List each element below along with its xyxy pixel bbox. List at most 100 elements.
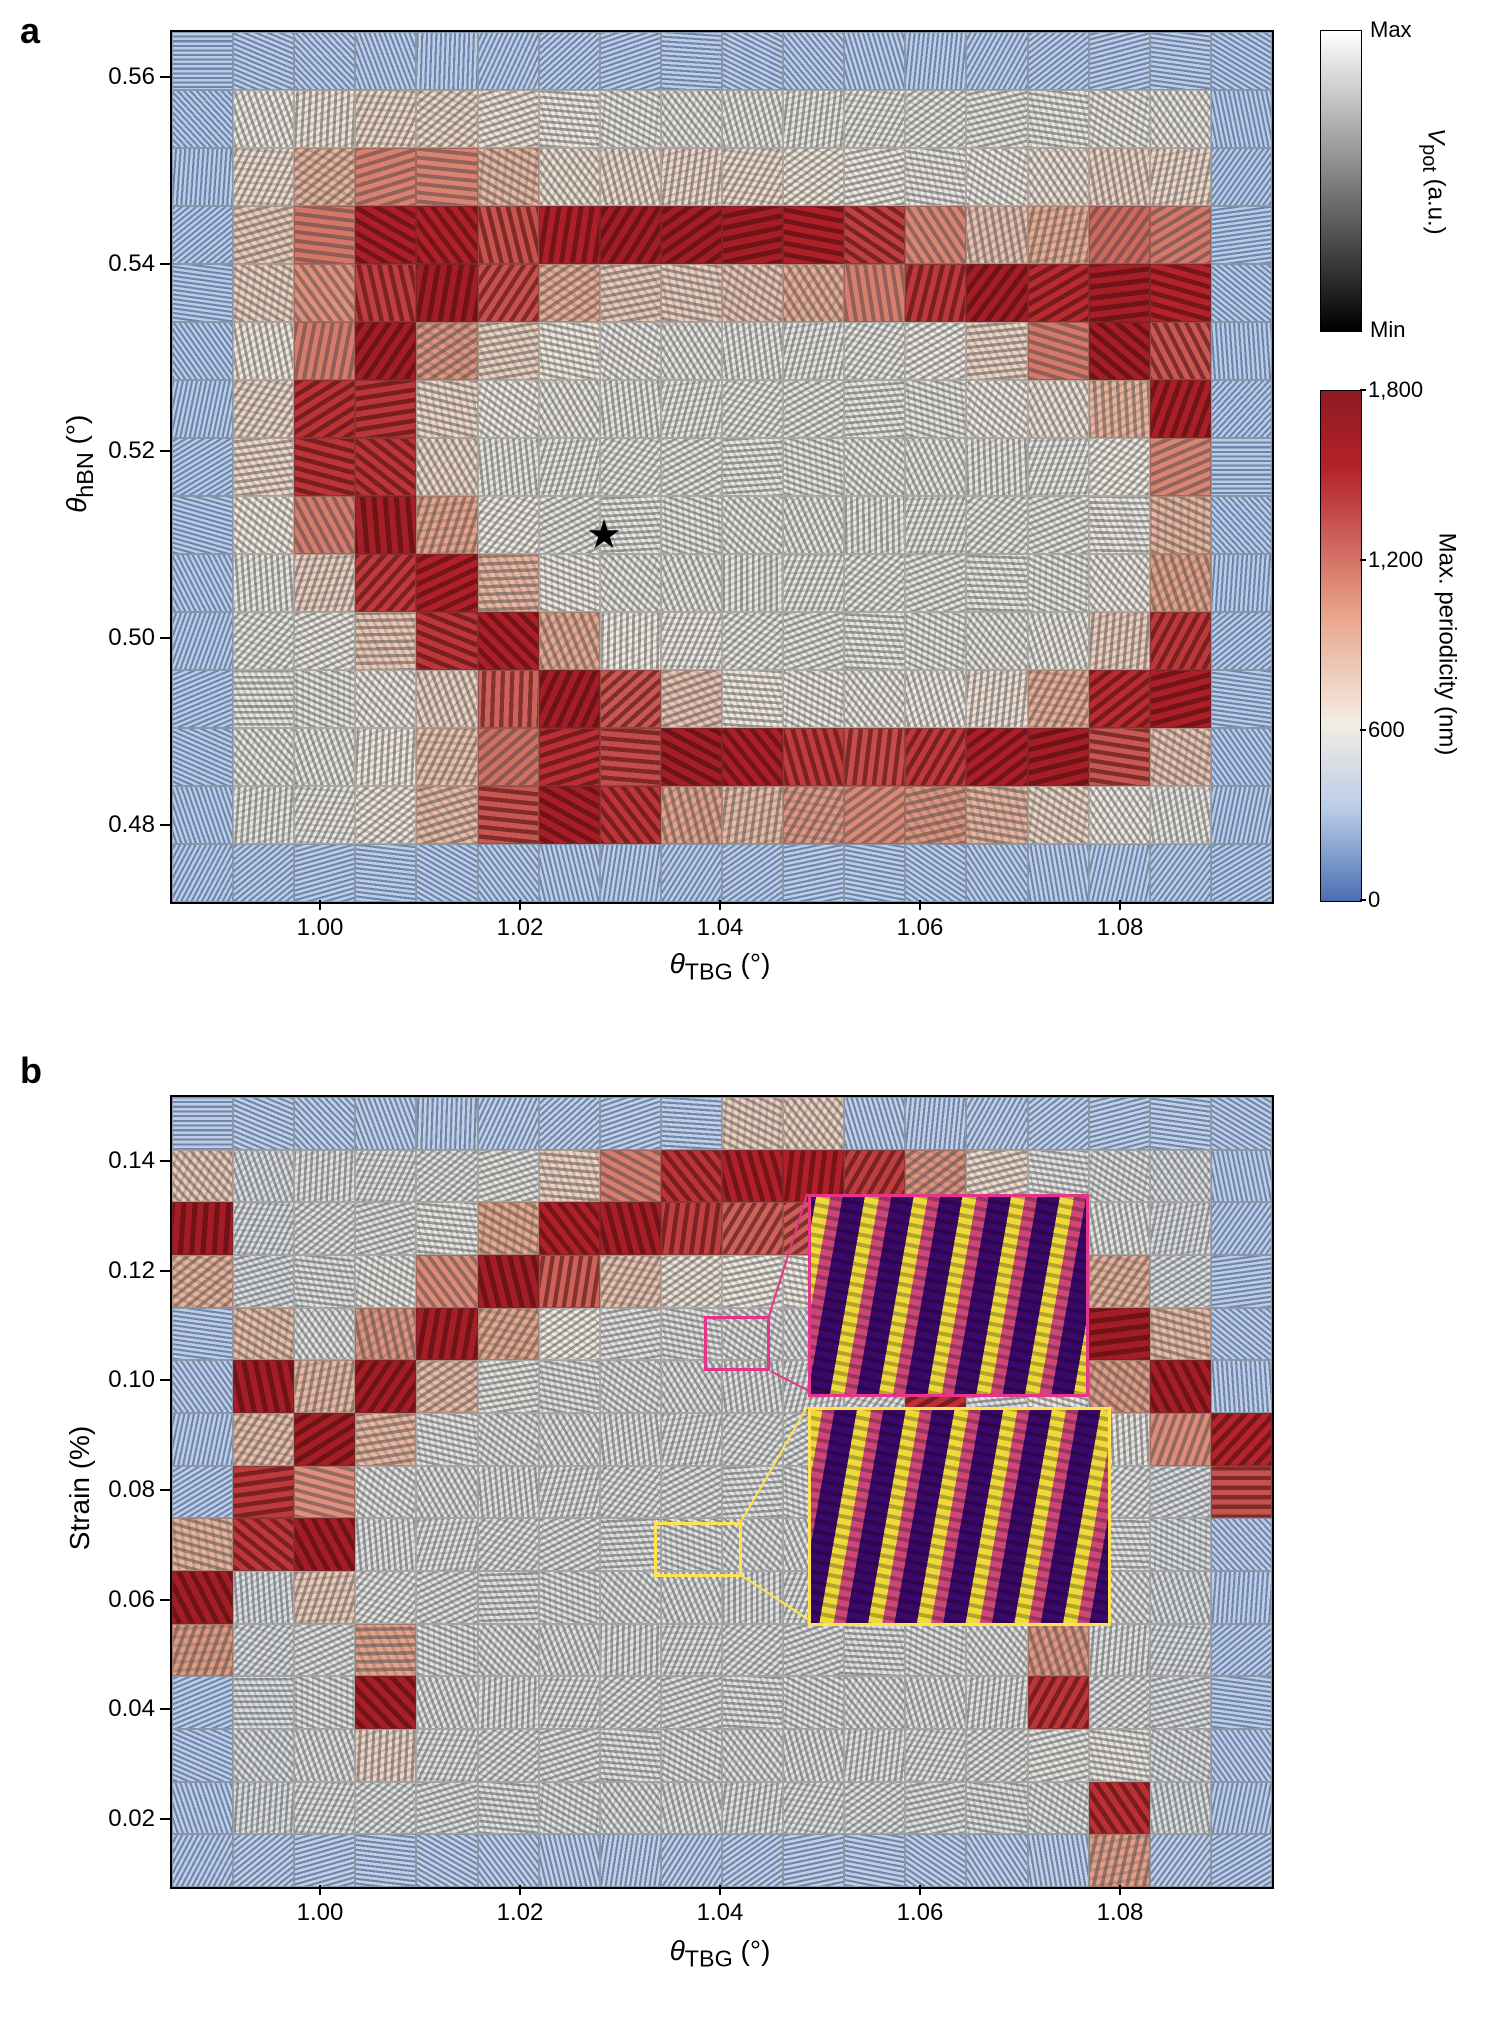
cbar-vpot-max: Max — [1370, 17, 1412, 43]
sim-tile — [844, 1782, 905, 1835]
y-tick — [160, 76, 170, 78]
sim-tile — [1211, 1097, 1272, 1150]
sim-tile — [478, 1150, 539, 1203]
sim-tile — [478, 1097, 539, 1150]
cbar-tick-mark — [1360, 559, 1366, 561]
sim-tile — [783, 612, 844, 670]
y-tick — [160, 824, 170, 826]
sim-tile — [539, 1150, 600, 1203]
y-tick-label: 0.54 — [90, 250, 155, 278]
sim-tile — [966, 264, 1027, 322]
sim-tile — [355, 32, 416, 90]
sim-tile — [722, 1466, 783, 1519]
sim-tile — [294, 32, 355, 90]
sim-tile — [355, 496, 416, 554]
sim-tile — [539, 90, 600, 148]
sim-tile — [1028, 612, 1089, 670]
y-tick — [160, 637, 170, 639]
sim-tile — [600, 264, 661, 322]
inset-yellow — [808, 1407, 1111, 1626]
y-tick — [160, 1489, 170, 1491]
sim-tile — [416, 1518, 477, 1571]
sim-tile — [539, 1413, 600, 1466]
panel-a-plot — [170, 30, 1274, 904]
y-tick — [160, 450, 170, 452]
sim-tile — [600, 1466, 661, 1519]
sim-tile — [722, 438, 783, 496]
sim-tile — [1211, 496, 1272, 554]
sim-tile — [1150, 264, 1211, 322]
sim-tile — [233, 1255, 294, 1308]
x-tick — [1119, 900, 1121, 910]
sim-tile — [1028, 148, 1089, 206]
sim-tile — [1150, 1676, 1211, 1729]
sim-tile — [539, 844, 600, 902]
x-tick — [1119, 1885, 1121, 1895]
sim-tile — [1028, 322, 1089, 380]
sim-tile — [905, 32, 966, 90]
sim-tile — [539, 1097, 600, 1150]
sim-tile — [905, 1834, 966, 1887]
sim-tile — [1089, 1729, 1150, 1782]
sim-tile — [966, 612, 1027, 670]
sim-tile — [905, 322, 966, 380]
sim-tile — [1150, 90, 1211, 148]
sim-tile — [233, 32, 294, 90]
sim-tile — [1211, 438, 1272, 496]
sim-tile — [661, 1624, 722, 1677]
sim-tile — [355, 206, 416, 264]
y-tick — [160, 1379, 170, 1381]
sim-tile — [1028, 844, 1089, 902]
sim-tile — [233, 148, 294, 206]
sim-tile — [355, 380, 416, 438]
sim-tile — [844, 1676, 905, 1729]
sim-tile — [1150, 612, 1211, 670]
sim-tile — [1211, 1150, 1272, 1203]
sim-tile — [1150, 1255, 1211, 1308]
sim-tile — [1150, 1202, 1211, 1255]
sim-tile — [1089, 1360, 1150, 1413]
sim-tile — [844, 612, 905, 670]
sim-tile — [294, 1782, 355, 1835]
sim-tile — [661, 844, 722, 902]
sim-tile — [661, 1097, 722, 1150]
sim-tile — [600, 1255, 661, 1308]
sim-tile — [233, 844, 294, 902]
sim-tile — [661, 1729, 722, 1782]
sim-tile — [1028, 1834, 1089, 1887]
sim-tile — [600, 438, 661, 496]
sim-tile — [1211, 844, 1272, 902]
sim-tile — [478, 612, 539, 670]
sim-tile — [844, 1834, 905, 1887]
panel-b-label: b — [20, 1050, 42, 1092]
sim-tile — [478, 206, 539, 264]
sim-tile — [172, 1255, 233, 1308]
y-tick-label: 0.02 — [90, 1805, 155, 1833]
sim-tile — [233, 1097, 294, 1150]
sim-tile — [1211, 1466, 1272, 1519]
sim-tile — [600, 1518, 661, 1571]
sim-tile — [783, 1097, 844, 1150]
sim-tile — [1211, 1413, 1272, 1466]
sim-tile — [966, 206, 1027, 264]
x-tick — [319, 900, 321, 910]
sim-tile — [416, 1729, 477, 1782]
sim-tile — [1150, 1466, 1211, 1519]
sim-tile — [294, 496, 355, 554]
sim-tile — [1089, 786, 1150, 844]
sim-tile — [233, 1834, 294, 1887]
sim-tile — [722, 1097, 783, 1150]
sim-tile — [478, 1782, 539, 1835]
sim-tile — [844, 322, 905, 380]
sim-tile — [905, 728, 966, 786]
sim-tile — [905, 844, 966, 902]
sim-tile — [661, 438, 722, 496]
sim-tile — [294, 1466, 355, 1519]
sim-tile — [905, 1676, 966, 1729]
sim-tile — [722, 264, 783, 322]
sim-tile — [355, 264, 416, 322]
sim-tile — [1211, 148, 1272, 206]
sim-tile — [783, 496, 844, 554]
sim-tile — [233, 264, 294, 322]
sim-tile — [905, 670, 966, 728]
